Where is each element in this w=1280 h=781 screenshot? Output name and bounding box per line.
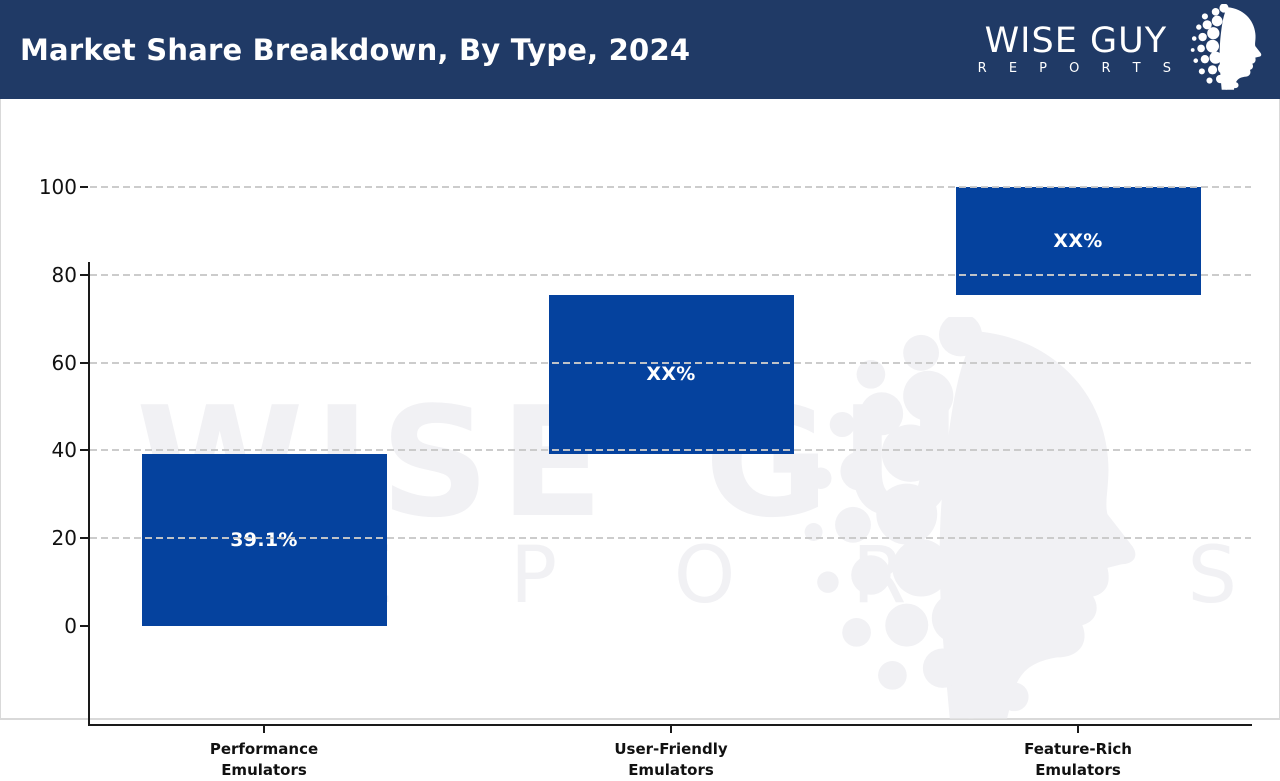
gridline (90, 186, 1251, 188)
y-axis-tick (80, 537, 88, 540)
y-axis-tick (80, 625, 88, 627)
bar-segment: 39.1% (141, 454, 387, 626)
y-tick-label: 40 (51, 438, 77, 463)
y-tick-label: 80 (51, 262, 77, 287)
y-axis-spine (88, 262, 90, 726)
x-category-label: Feature-Rich Emulators (1024, 740, 1132, 779)
bar-segment: XX% (955, 187, 1201, 295)
gridline (90, 449, 1251, 452)
brand-name: WISE GUY (984, 20, 1168, 61)
bar-value-label: XX% (646, 363, 696, 386)
y-axis-tick (80, 186, 88, 188)
header-band: Market Share Breakdown, By Type, 2024 WI… (0, 0, 1280, 99)
bar-value-label: XX% (1053, 229, 1103, 252)
brand-logo: WISE GUY R E P O R T S (972, 3, 1266, 96)
bar-value-label: 39.1% (230, 529, 298, 552)
x-category-label: Performance Emulators (209, 740, 319, 779)
x-category-label: User-Friendly Emulators (614, 740, 728, 779)
chart-body: WISE GUY R E P O R T S 39.1% Performance … (0, 99, 1280, 779)
watermark-dotted-head-icon (804, 317, 1136, 719)
bar-segment: XX% (548, 294, 794, 455)
gridline (90, 361, 1251, 364)
x-axis-spine (88, 724, 1252, 726)
dotted-head-logo-icon (1190, 3, 1262, 90)
brand-subtitle: R E P O R T S (977, 61, 1180, 77)
brand-logo-text: WISE GUY R E P O R T S (972, 20, 1180, 77)
gridline (90, 537, 1251, 540)
x-axis-tick (263, 726, 265, 733)
y-tick-label: 100 (38, 175, 77, 199)
x-axis-tick (1077, 726, 1079, 733)
x-axis-tick (670, 726, 672, 733)
y-axis-tick (80, 361, 88, 364)
gridline (90, 273, 1251, 276)
chart-title: Market Share Breakdown, By Type, 2024 (20, 32, 691, 67)
y-tick-label: 20 (51, 526, 77, 551)
y-axis-tick (80, 273, 88, 276)
y-tick-label: 60 (51, 350, 77, 375)
y-axis-tick (80, 449, 88, 452)
y-tick-label: 0 (64, 614, 77, 638)
